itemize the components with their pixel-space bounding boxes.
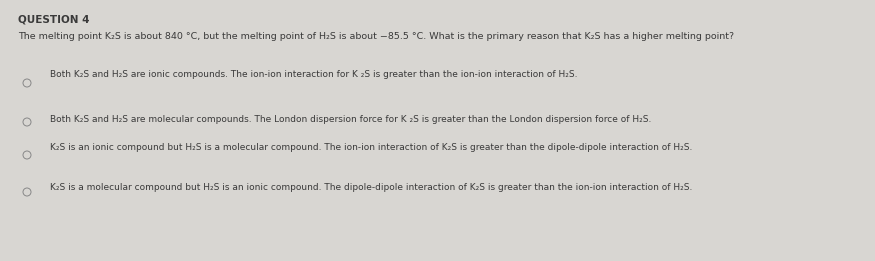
Text: K₂S is an ionic compound but H₂S is a molecular compound. The ion-ion interactio: K₂S is an ionic compound but H₂S is a mo… (50, 143, 692, 152)
Text: QUESTION 4: QUESTION 4 (18, 14, 89, 24)
Text: Both K₂S and H₂S are ionic compounds. The ion-ion interaction for K ₂S is greate: Both K₂S and H₂S are ionic compounds. Th… (50, 70, 578, 79)
Text: K₂S is a molecular compound but H₂S is an ionic compound. The dipole-dipole inte: K₂S is a molecular compound but H₂S is a… (50, 183, 692, 192)
Text: Both K₂S and H₂S are molecular compounds. The London dispersion force for K ₂S i: Both K₂S and H₂S are molecular compounds… (50, 115, 651, 124)
Text: The melting point K₂S is about 840 °C, but the melting point of H₂S is about −85: The melting point K₂S is about 840 °C, b… (18, 32, 734, 41)
